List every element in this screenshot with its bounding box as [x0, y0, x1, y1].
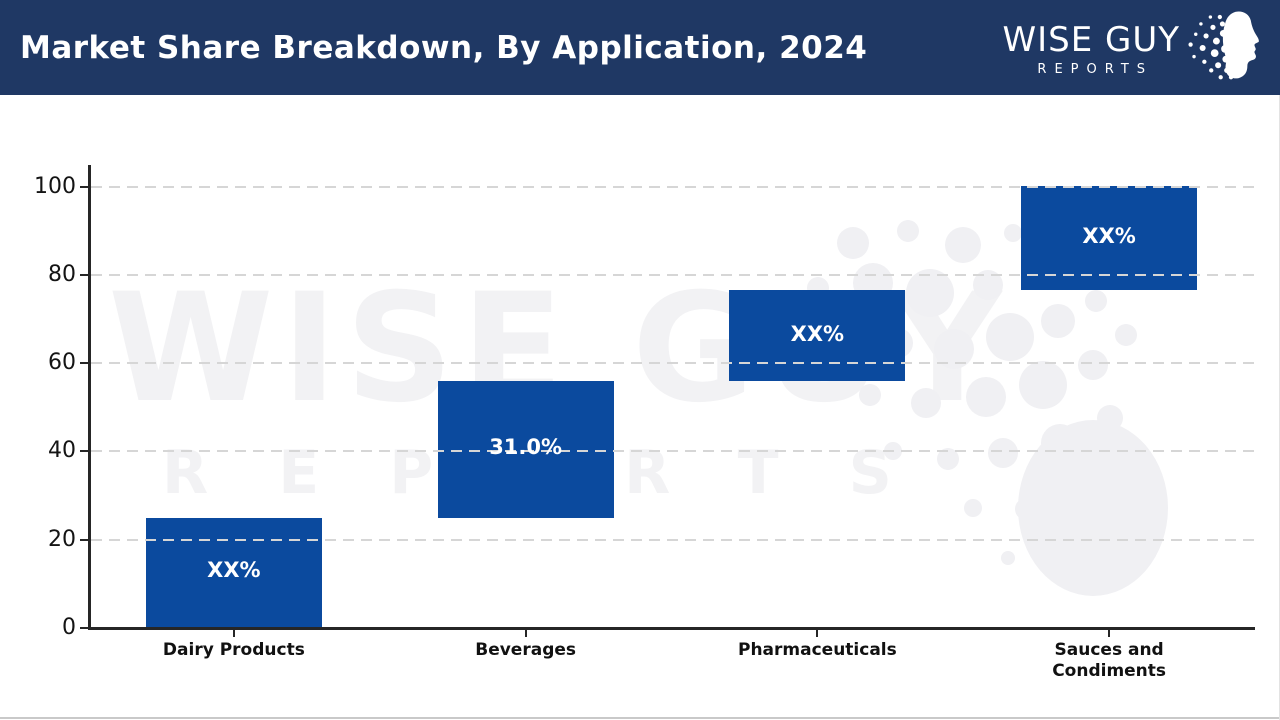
bar-dairy-products — [145, 517, 322, 627]
gridline — [91, 538, 1255, 541]
y-tick-mark — [80, 362, 88, 365]
bar-value-label: XX% — [207, 558, 261, 583]
bar-beverages — [437, 380, 614, 518]
y-tick-mark — [80, 538, 88, 541]
gridline — [91, 273, 1255, 276]
bar-sauces-and-condiments — [1021, 185, 1198, 291]
page-bottom-border — [0, 717, 1280, 719]
y-tick-mark — [80, 185, 88, 188]
bar-value-label: 31.0% — [489, 435, 563, 460]
x-category-label: Dairy Products — [162, 640, 305, 660]
gridline — [91, 362, 1255, 365]
y-tick-label: 80 — [48, 261, 76, 287]
logo-subtitle: REPORTS — [1037, 62, 1154, 77]
x-tick-mark — [816, 630, 819, 637]
header: Market Share Breakdown, By Application, … — [0, 0, 1280, 95]
wise-guy-logo: WISE GUY REPORTS — [1002, 8, 1268, 88]
y-tick-label: 40 — [48, 438, 76, 464]
x-category-label: Beverages — [475, 640, 577, 660]
bar-value-label: XX% — [1082, 224, 1136, 249]
y-tick-mark — [80, 450, 88, 453]
gridline — [91, 185, 1255, 188]
bar-value-label: XX% — [790, 321, 845, 346]
logo-text: WISE GUY REPORTS — [1002, 21, 1180, 77]
x-tick-mark — [524, 630, 527, 637]
y-tick-label: 20 — [48, 526, 76, 552]
bar-pharmaceuticals — [729, 290, 906, 381]
x-category-label: Sauces and Condiments — [1052, 640, 1167, 681]
y-tick-label: 60 — [48, 350, 76, 376]
y-axis-spine — [88, 165, 91, 630]
y-tick-mark — [80, 273, 88, 276]
y-tick-label: 100 — [34, 173, 76, 199]
x-axis-spine — [88, 627, 1255, 630]
x-tick-mark — [1108, 630, 1111, 637]
chart-title: Market Share Breakdown, By Application, … — [20, 29, 868, 66]
y-tick-mark — [80, 627, 88, 629]
gridline — [91, 450, 1255, 453]
x-category-label: Pharmaceuticals — [737, 640, 897, 660]
logo-wordmark: WISE GUY — [1002, 20, 1180, 60]
y-tick-label: 0 — [62, 615, 76, 640]
x-tick-mark — [232, 630, 235, 637]
logo-face-icon — [1188, 11, 1259, 80]
